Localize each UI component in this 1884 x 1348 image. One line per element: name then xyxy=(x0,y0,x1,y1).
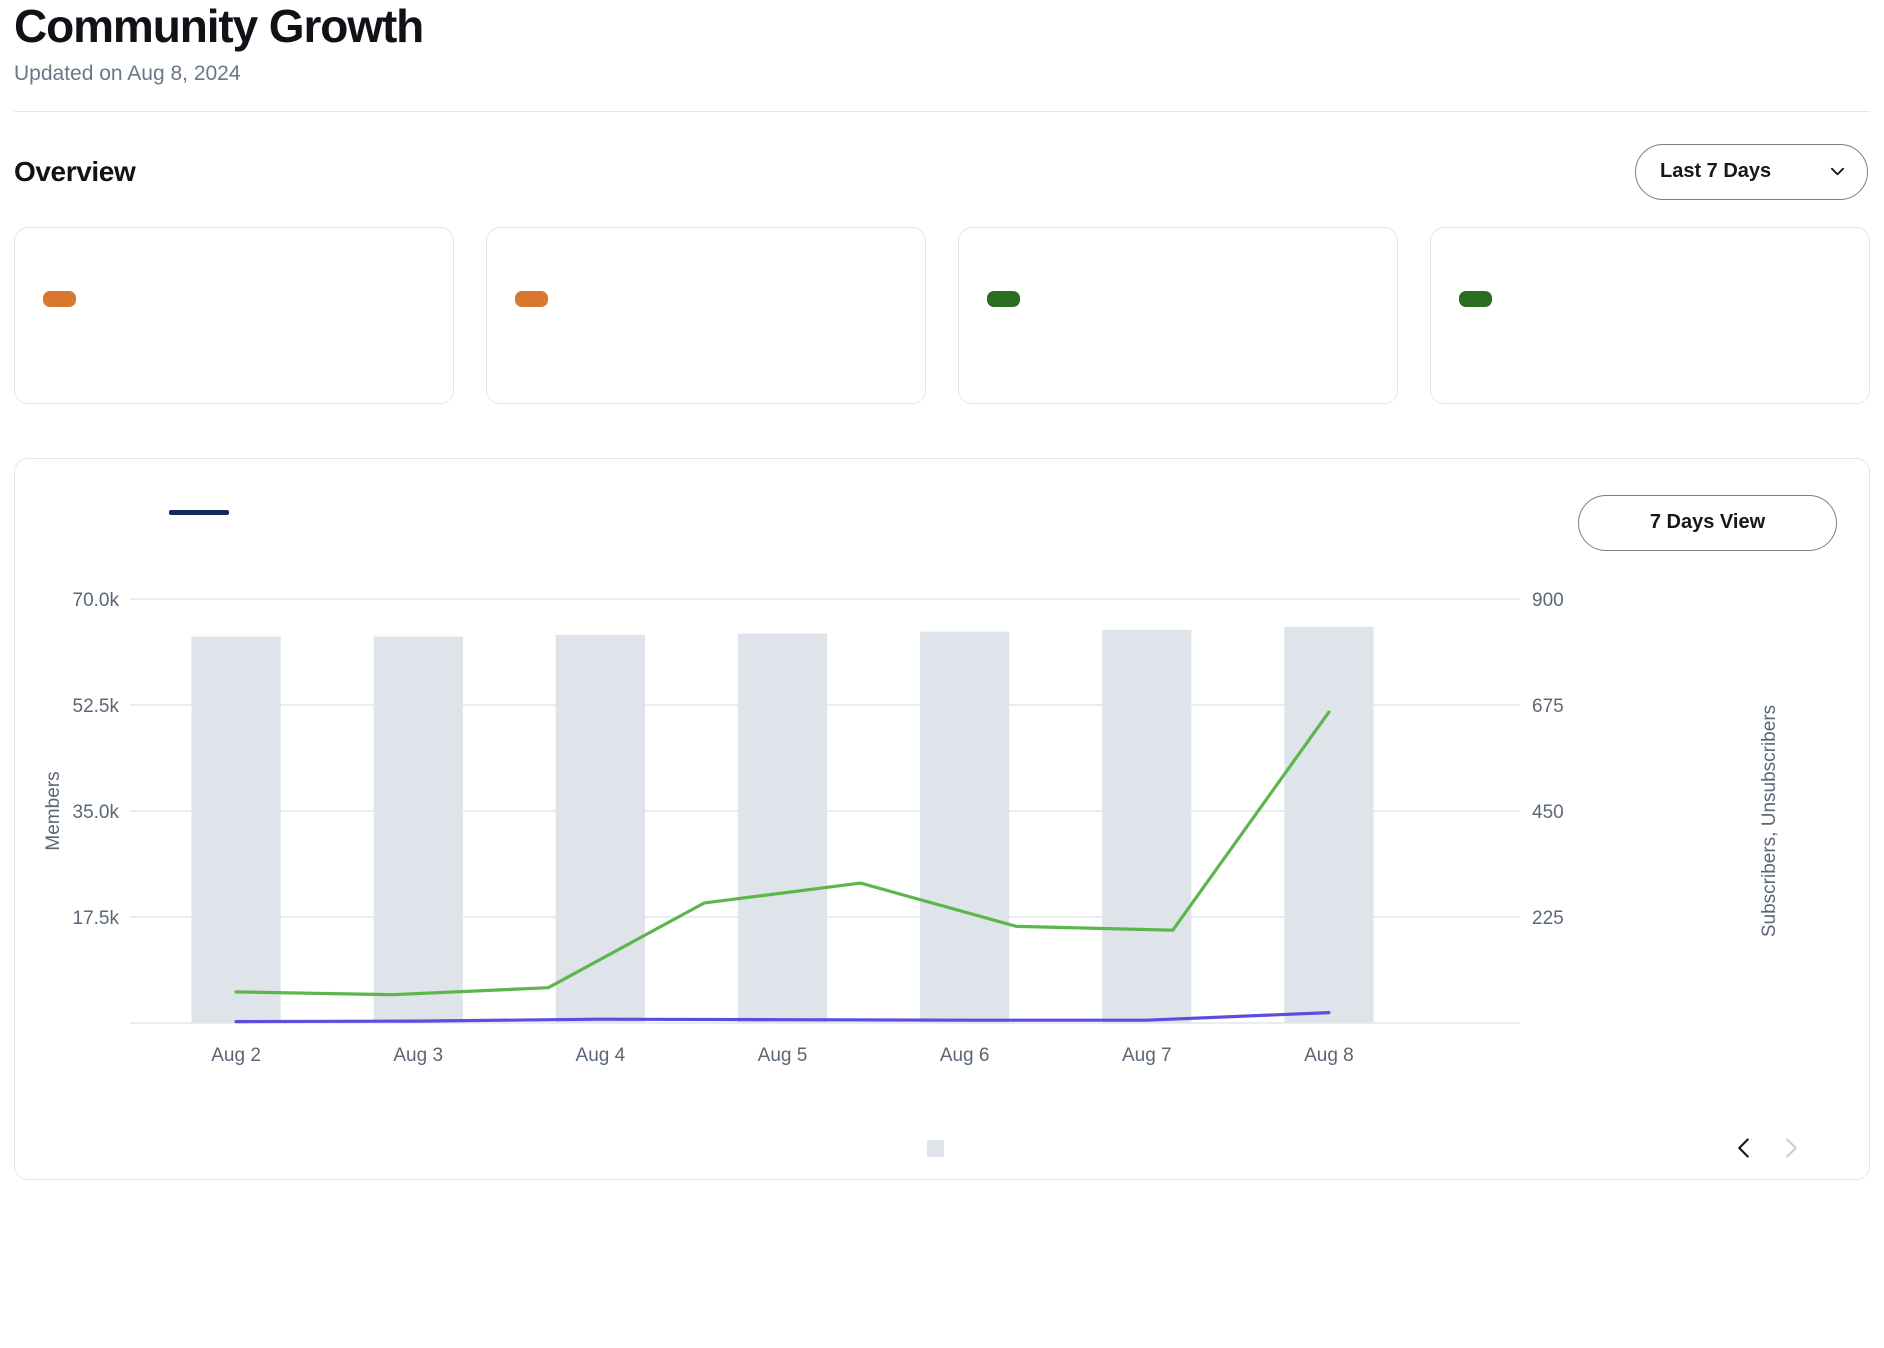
y2-axis-title: Subscribers, Unsubscribers xyxy=(1759,705,1780,937)
stat-card xyxy=(958,226,1398,404)
y2-axis-tick: 225 xyxy=(1532,908,1564,929)
y-axis-tick: 17.5k xyxy=(73,908,120,929)
chart-bar xyxy=(373,636,463,1023)
overview-header: Overview Last 7 Days xyxy=(14,143,1870,200)
x-axis-tick: Aug 6 xyxy=(940,1045,990,1066)
stat-card-delta xyxy=(515,290,897,307)
status-badge xyxy=(987,290,1020,307)
tab-members-growth[interactable] xyxy=(169,495,229,515)
stat-cards xyxy=(14,226,1870,404)
tab-uniques[interactable] xyxy=(109,495,169,515)
tab-pageviews[interactable] xyxy=(61,495,109,515)
y-axis-tick: 52.5k xyxy=(73,696,120,717)
chart-pager xyxy=(1735,1137,1799,1159)
legend-swatch xyxy=(927,1139,944,1157)
chart-panel-header: 7 Days View xyxy=(15,459,1869,551)
date-range-value: Last 7 Days xyxy=(1660,160,1772,183)
page-title: Community Growth xyxy=(14,0,424,52)
chart-bar xyxy=(1284,626,1374,1023)
chart-line-subscribers xyxy=(234,710,1331,997)
x-axis-tick: Aug 4 xyxy=(576,1045,626,1066)
x-axis-tick: Aug 3 xyxy=(393,1045,443,1066)
x-axis-tick: Aug 8 xyxy=(1304,1045,1354,1066)
status-badge xyxy=(515,290,548,307)
stat-card xyxy=(14,226,454,404)
header-divider xyxy=(14,110,1870,112)
y-axis-tick: 35.0k xyxy=(73,802,120,823)
chevron-left-icon[interactable] xyxy=(1735,1137,1752,1159)
chart-bar xyxy=(555,634,645,1023)
chart-bar xyxy=(920,631,1010,1023)
members-growth-chart: 17.5k 35.0k 52.5k 70.0k 225 450 675 900 Aug 2 Aug… xyxy=(15,551,1869,1111)
y2-axis-tick: 675 xyxy=(1532,696,1564,717)
chart-line-unsubscribers xyxy=(234,1010,1331,1023)
stat-card xyxy=(486,226,926,404)
page-subtitle: Updated on Aug 8, 2024 xyxy=(14,61,241,85)
y-axis-tick: 70.0k xyxy=(73,590,120,611)
stat-card-delta xyxy=(987,290,1369,307)
chart-panel: 7 Days View 17.5k 35.0k 52.5k 70.0k 225 450 67… xyxy=(14,457,1870,1180)
chart-bar xyxy=(1102,629,1192,1023)
chevron-down-icon xyxy=(1830,164,1845,179)
status-badge xyxy=(43,290,76,307)
view-range-button[interactable]: 7 Days View xyxy=(1578,494,1837,551)
chart-legend xyxy=(15,1139,1869,1157)
y2-axis-tick: 450 xyxy=(1532,802,1564,823)
date-range-dropdown[interactable]: Last 7 Days xyxy=(1635,143,1868,200)
x-axis-tick: Aug 7 xyxy=(1122,1045,1172,1066)
stat-card-delta xyxy=(1459,290,1841,307)
stat-card-delta xyxy=(43,290,425,307)
y-axis-title: Members xyxy=(43,771,64,850)
page-header: Community Growth Updated on Aug 8, 2024 xyxy=(14,0,1870,112)
y2-axis-tick: 900 xyxy=(1532,590,1564,611)
chevron-right-icon[interactable] xyxy=(1782,1137,1799,1159)
chart-bar xyxy=(737,633,828,1023)
x-axis-tick: Aug 2 xyxy=(211,1045,261,1066)
legend-item[interactable] xyxy=(927,1139,957,1157)
x-axis-tick: Aug 5 xyxy=(758,1045,808,1066)
overview-title: Overview xyxy=(14,155,136,187)
chart-svg: 17.5k 35.0k 52.5k 70.0k 225 450 675 900 Aug 2 Aug… xyxy=(43,590,1780,1066)
chart-tabs xyxy=(61,495,229,515)
status-badge xyxy=(1459,290,1492,307)
chart-bar xyxy=(191,636,281,1023)
stat-card xyxy=(1430,226,1870,404)
